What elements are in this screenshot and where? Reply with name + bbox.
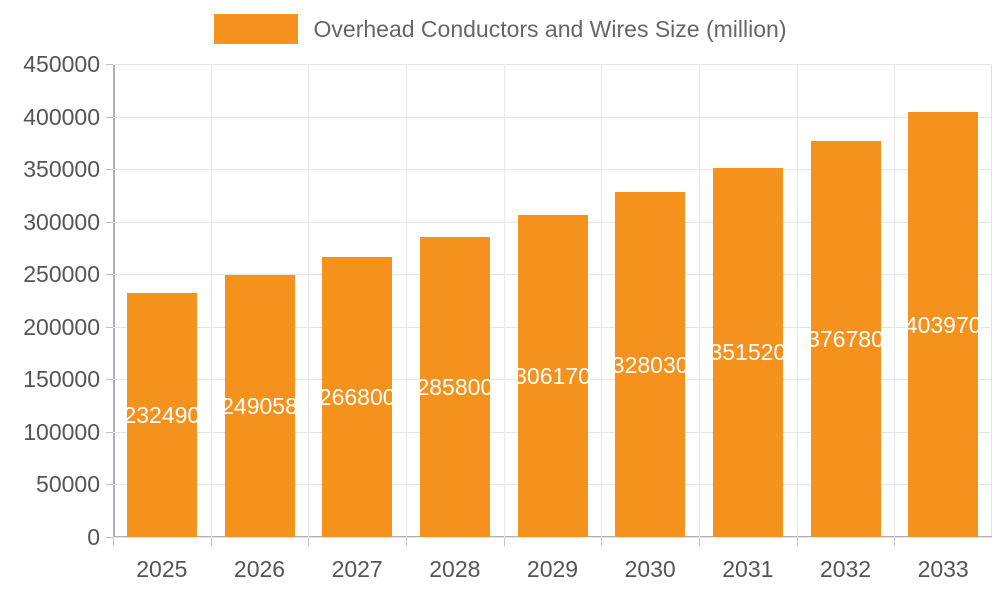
x-axis-tick-label: 2033 bbox=[917, 556, 969, 582]
bar[interactable] bbox=[615, 192, 686, 537]
gridline-horizontal bbox=[113, 64, 992, 65]
gridline-horizontal bbox=[113, 537, 992, 538]
gridline-vertical bbox=[210, 64, 212, 537]
y-axis-tick-label: 400000 bbox=[23, 103, 100, 130]
bar-value-label: 351520 bbox=[709, 339, 787, 366]
legend-item-label: Overhead Conductors and Wires Size (mill… bbox=[313, 15, 787, 42]
y-axis-tick bbox=[106, 116, 113, 118]
gridline-vertical bbox=[601, 64, 603, 537]
gridline-vertical bbox=[894, 64, 896, 537]
chart-legend: Overhead Conductors and Wires Size (mill… bbox=[0, 14, 1000, 44]
y-axis-tick bbox=[106, 221, 113, 223]
bar-value-label: 306170 bbox=[514, 363, 591, 390]
bar-value-label: 266800 bbox=[318, 383, 396, 410]
x-axis-tick-label: 2025 bbox=[136, 556, 188, 582]
gridline-horizontal bbox=[113, 116, 992, 118]
bar-value-label: 328030 bbox=[611, 351, 689, 378]
bar-value-label: 285800 bbox=[416, 373, 494, 400]
gridline-vertical bbox=[503, 64, 505, 537]
bar[interactable] bbox=[810, 140, 881, 537]
bar-value-label: 403970 bbox=[904, 311, 982, 338]
x-axis-tick-label: 2027 bbox=[331, 556, 383, 582]
gridline-horizontal bbox=[113, 169, 992, 171]
x-axis-tick bbox=[601, 538, 603, 546]
bar[interactable] bbox=[517, 215, 588, 537]
x-axis-tick bbox=[210, 538, 212, 546]
x-axis-tick bbox=[308, 538, 310, 546]
bar[interactable] bbox=[322, 256, 393, 537]
y-axis-tick-label: 300000 bbox=[23, 208, 100, 235]
y-axis-tick-label: 450000 bbox=[23, 51, 100, 77]
bar-value-label: 232490 bbox=[123, 401, 201, 428]
legend-color-swatch-icon bbox=[213, 14, 298, 44]
y-axis-tick bbox=[106, 64, 113, 65]
x-axis-tick bbox=[699, 538, 700, 546]
bar-layer: 232490 249058 266800 285800 306170 328030 3515… bbox=[113, 64, 992, 537]
x-axis-tick-label: 2026 bbox=[233, 556, 286, 582]
y-axis-line bbox=[113, 64, 115, 537]
x-axis-tick-label: 2032 bbox=[819, 556, 872, 582]
y-axis-tick bbox=[106, 326, 113, 328]
x-axis-tick bbox=[796, 538, 798, 546]
y-axis-tick-label: 250000 bbox=[23, 261, 100, 288]
gridline-vertical bbox=[699, 64, 700, 537]
plot-right-border bbox=[991, 64, 992, 537]
bar[interactable] bbox=[126, 292, 197, 537]
bar[interactable] bbox=[419, 236, 490, 537]
y-axis-tick bbox=[106, 537, 113, 538]
gridline-vertical bbox=[406, 64, 407, 537]
y-axis-tick bbox=[106, 431, 113, 433]
x-axis-tick bbox=[503, 538, 505, 546]
x-axis-tick-label: 2031 bbox=[722, 556, 774, 582]
x-axis-tick-label: 2030 bbox=[624, 556, 676, 582]
y-axis-tick-label: 150000 bbox=[23, 366, 100, 393]
plot-area bbox=[113, 64, 992, 537]
bar[interactable] bbox=[908, 112, 979, 537]
y-axis-tick-label: 200000 bbox=[23, 313, 100, 340]
y-axis-tick-label: 0 bbox=[87, 524, 100, 550]
y-axis-tick bbox=[106, 379, 113, 381]
x-axis-tick-label: 2029 bbox=[526, 556, 579, 582]
y-axis-tick-label: 350000 bbox=[23, 156, 100, 183]
y-axis-tick bbox=[106, 274, 113, 276]
bar[interactable] bbox=[712, 167, 783, 537]
x-axis-tick bbox=[113, 538, 114, 546]
y-axis-tick bbox=[106, 484, 113, 486]
legend-item-overhead-conductors[interactable]: Overhead Conductors and Wires Size (mill… bbox=[213, 14, 787, 44]
x-axis-tick-label: 2028 bbox=[429, 556, 481, 582]
bar-value-label: 376780 bbox=[807, 325, 884, 352]
y-axis-tick-label: 50000 bbox=[36, 471, 100, 498]
bar[interactable] bbox=[224, 275, 295, 537]
y-axis-tick-label: 100000 bbox=[23, 418, 100, 445]
x-axis-tick bbox=[406, 538, 407, 546]
y-axis-tick bbox=[106, 169, 113, 171]
bar-value-label: 249058 bbox=[221, 393, 298, 420]
x-axis-tick bbox=[894, 538, 896, 546]
gridline-vertical bbox=[796, 64, 798, 537]
gridline-vertical bbox=[308, 64, 310, 537]
